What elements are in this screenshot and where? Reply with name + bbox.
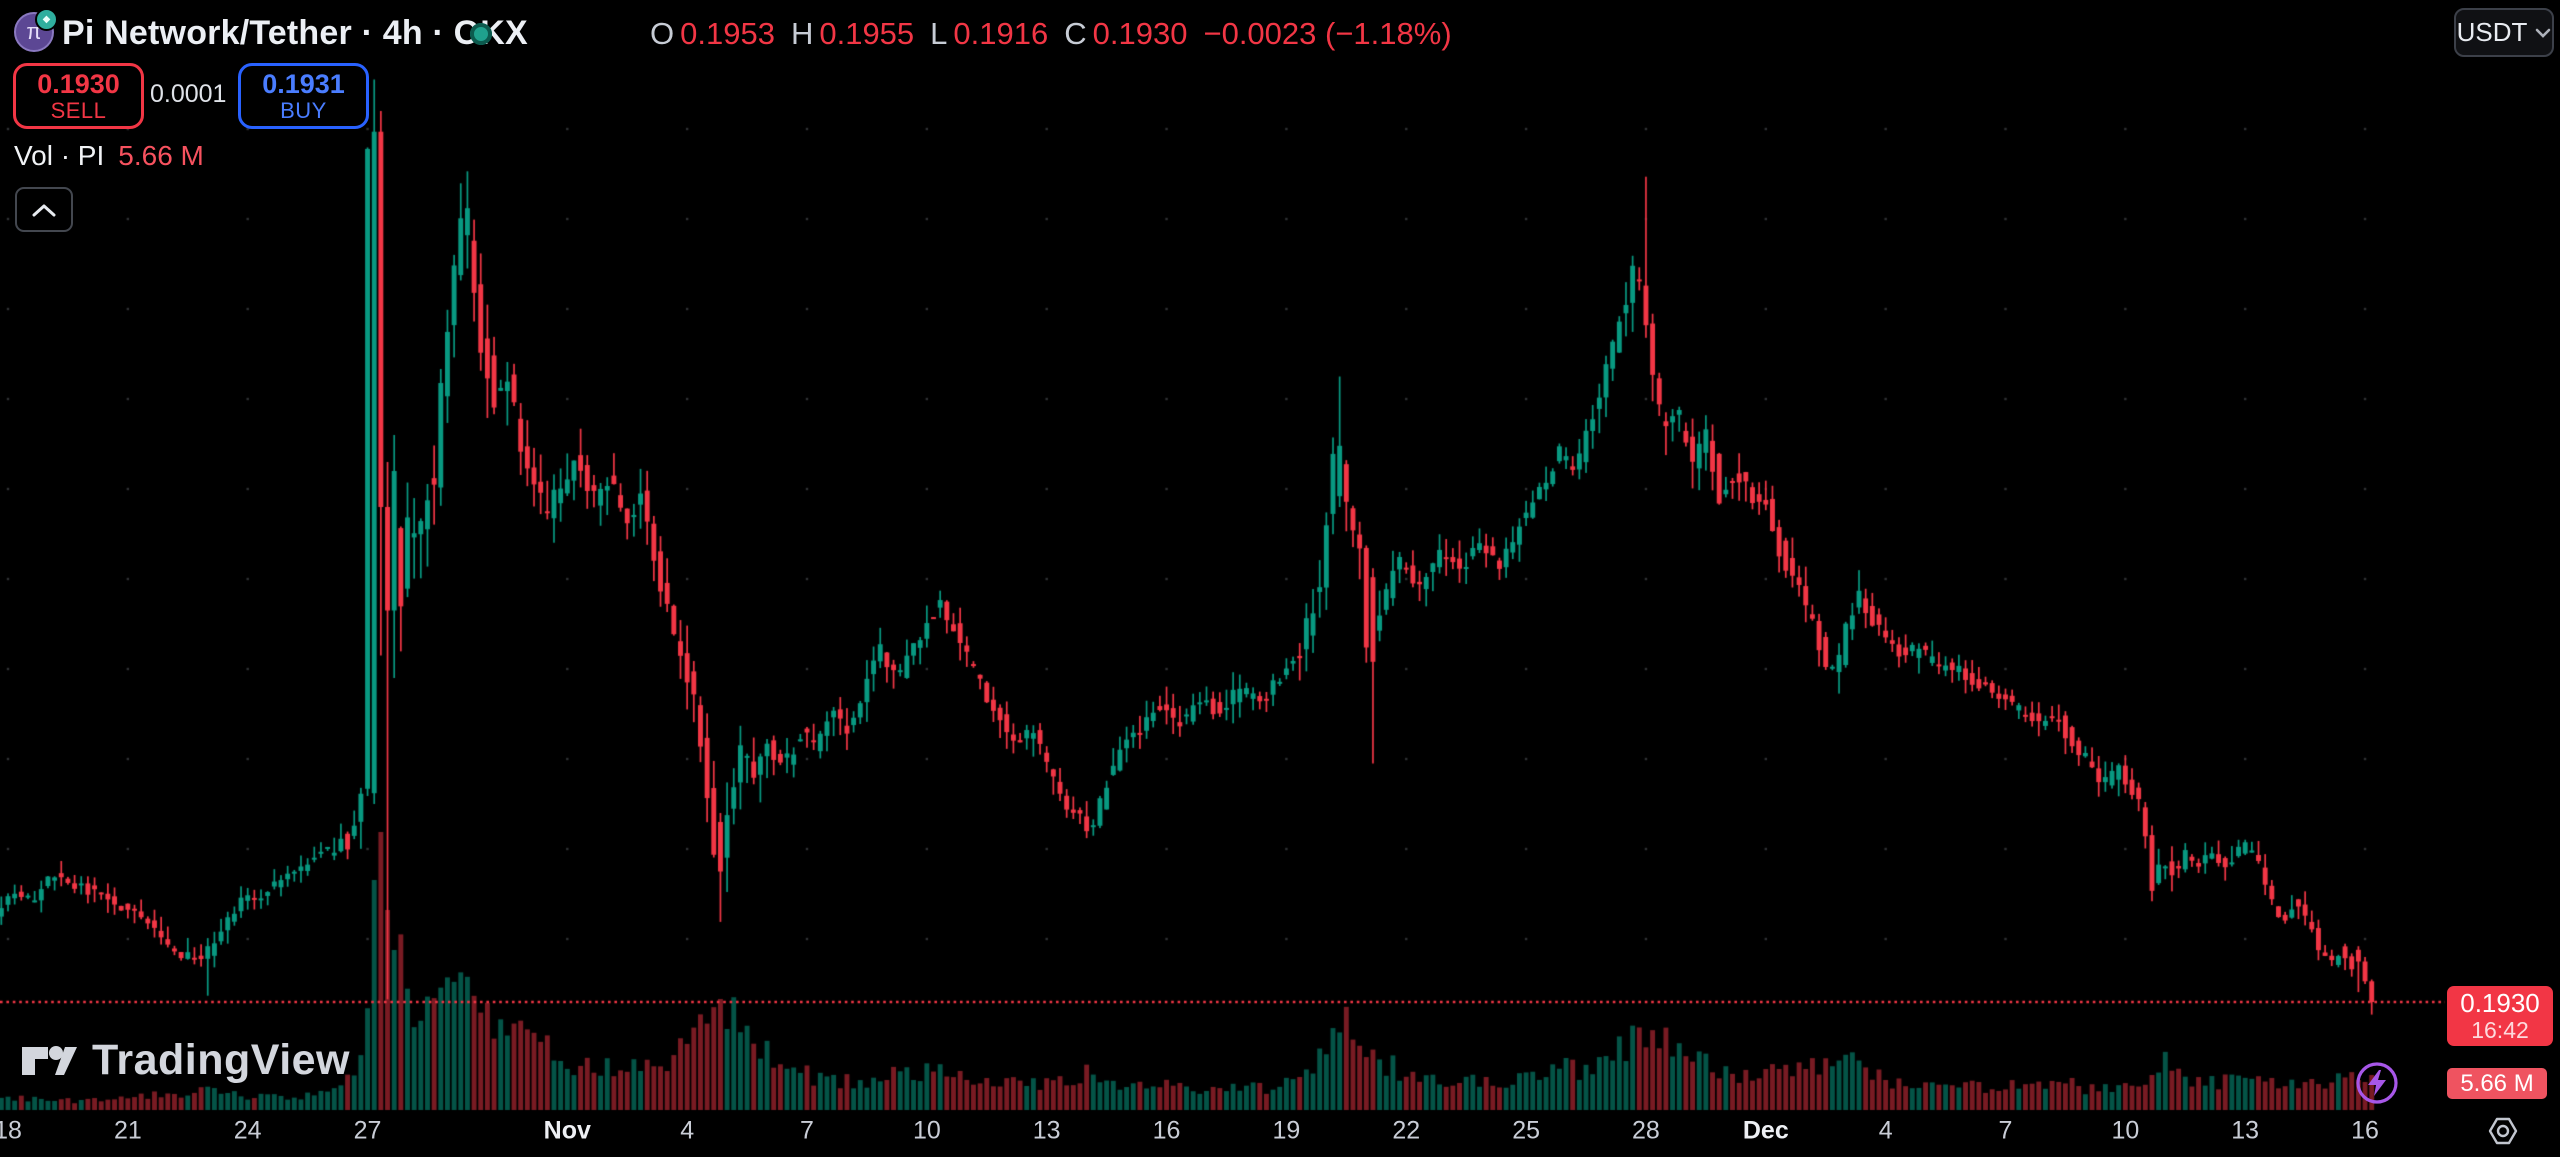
sell-price: 0.1930 bbox=[37, 69, 120, 100]
date-axis-label: 25 bbox=[1512, 1116, 1540, 1145]
date-axis-label: 16 bbox=[2351, 1116, 2379, 1145]
open-label: O bbox=[650, 16, 675, 51]
date-axis-label: 13 bbox=[1032, 1116, 1061, 1145]
sell-button[interactable]: 0.1930 SELL bbox=[13, 63, 144, 129]
lightning-bolt-icon bbox=[2368, 1070, 2386, 1096]
date-axis-label: 18 bbox=[0, 1116, 22, 1145]
volume-indicator-row[interactable]: Vol · PI 5.66 M bbox=[14, 140, 204, 172]
gear-icon bbox=[2488, 1117, 2518, 1145]
close-value: 0.1930 bbox=[1092, 16, 1188, 51]
pi-network-logo: π ◆ bbox=[14, 8, 58, 52]
date-axis-label: 19 bbox=[1272, 1116, 1301, 1145]
market-status-dot-icon bbox=[470, 23, 492, 45]
buy-button[interactable]: 0.1931 BUY bbox=[238, 63, 369, 129]
ohlc-readout: O 0.1953 H 0.1955 L 0.1916 C 0.1930 −0.0… bbox=[650, 16, 1452, 52]
current-volume-value: 5.66 M bbox=[2460, 1069, 2534, 1097]
date-axis-label: 16 bbox=[1152, 1116, 1181, 1145]
tradingview-watermark-text: TradingView bbox=[92, 1036, 350, 1084]
change-value: −0.0023 (−1.18%) bbox=[1203, 16, 1452, 51]
chevron-down-icon bbox=[2536, 28, 2551, 38]
date-axis-label: 10 bbox=[2111, 1116, 2140, 1145]
date-axis-label: 10 bbox=[912, 1116, 941, 1145]
date-axis-label: 4 bbox=[680, 1116, 695, 1145]
axis-settings-button[interactable] bbox=[2487, 1116, 2519, 1146]
current-volume-tag: 5.66 M bbox=[2447, 1068, 2547, 1099]
volume-indicator-value: 5.66 M bbox=[118, 140, 204, 171]
date-axis-label: 7 bbox=[800, 1116, 814, 1145]
date-axis-label: 21 bbox=[113, 1116, 142, 1145]
date-axis-label: 28 bbox=[1632, 1116, 1660, 1145]
buy-price: 0.1931 bbox=[262, 69, 345, 100]
open-value: 0.1953 bbox=[680, 16, 775, 51]
current-price-value: 0.1930 bbox=[2460, 988, 2540, 1019]
date-axis-label: 13 bbox=[2231, 1116, 2260, 1145]
chevron-up-icon bbox=[32, 204, 56, 216]
date-axis-label: 4 bbox=[1878, 1116, 1893, 1145]
pi-logo-badge-icon: ◆ bbox=[35, 8, 58, 31]
tradingview-watermark: TradingView bbox=[20, 1036, 350, 1085]
sell-label: SELL bbox=[50, 97, 107, 123]
date-axis-label: Nov bbox=[543, 1116, 591, 1145]
low-value: 0.1916 bbox=[953, 16, 1049, 51]
current-price-tag: 0.1930 16:42 bbox=[2447, 986, 2553, 1046]
instant-trade-button[interactable] bbox=[2355, 1061, 2399, 1105]
volume-indicator-label: Vol · PI bbox=[14, 140, 105, 171]
date-axis-label: 27 bbox=[353, 1116, 382, 1145]
date-axis-label: 24 bbox=[233, 1116, 262, 1145]
symbol-title[interactable]: Pi Network/Tether · 4h · OKX bbox=[62, 14, 528, 52]
currency-selector-button[interactable]: USDT bbox=[2454, 8, 2554, 57]
tradingview-logo-icon bbox=[22, 1045, 77, 1075]
high-label: H bbox=[790, 16, 814, 51]
countdown-timer: 16:42 bbox=[2471, 1016, 2529, 1043]
collapse-panel-button[interactable] bbox=[15, 187, 73, 232]
flash-ring-icon bbox=[2356, 1062, 2398, 1104]
low-label: L bbox=[930, 16, 948, 51]
high-value: 0.1955 bbox=[819, 16, 915, 51]
spread-value: 0.0001 bbox=[150, 80, 227, 108]
date-axis-label: 22 bbox=[1392, 1116, 1421, 1145]
currency-label: USDT bbox=[2456, 17, 2528, 47]
date-axis-label: Dec bbox=[1742, 1116, 1789, 1145]
date-axis-label: 7 bbox=[1998, 1116, 2013, 1145]
close-label: C bbox=[1064, 16, 1087, 51]
buy-label: BUY bbox=[280, 97, 327, 123]
